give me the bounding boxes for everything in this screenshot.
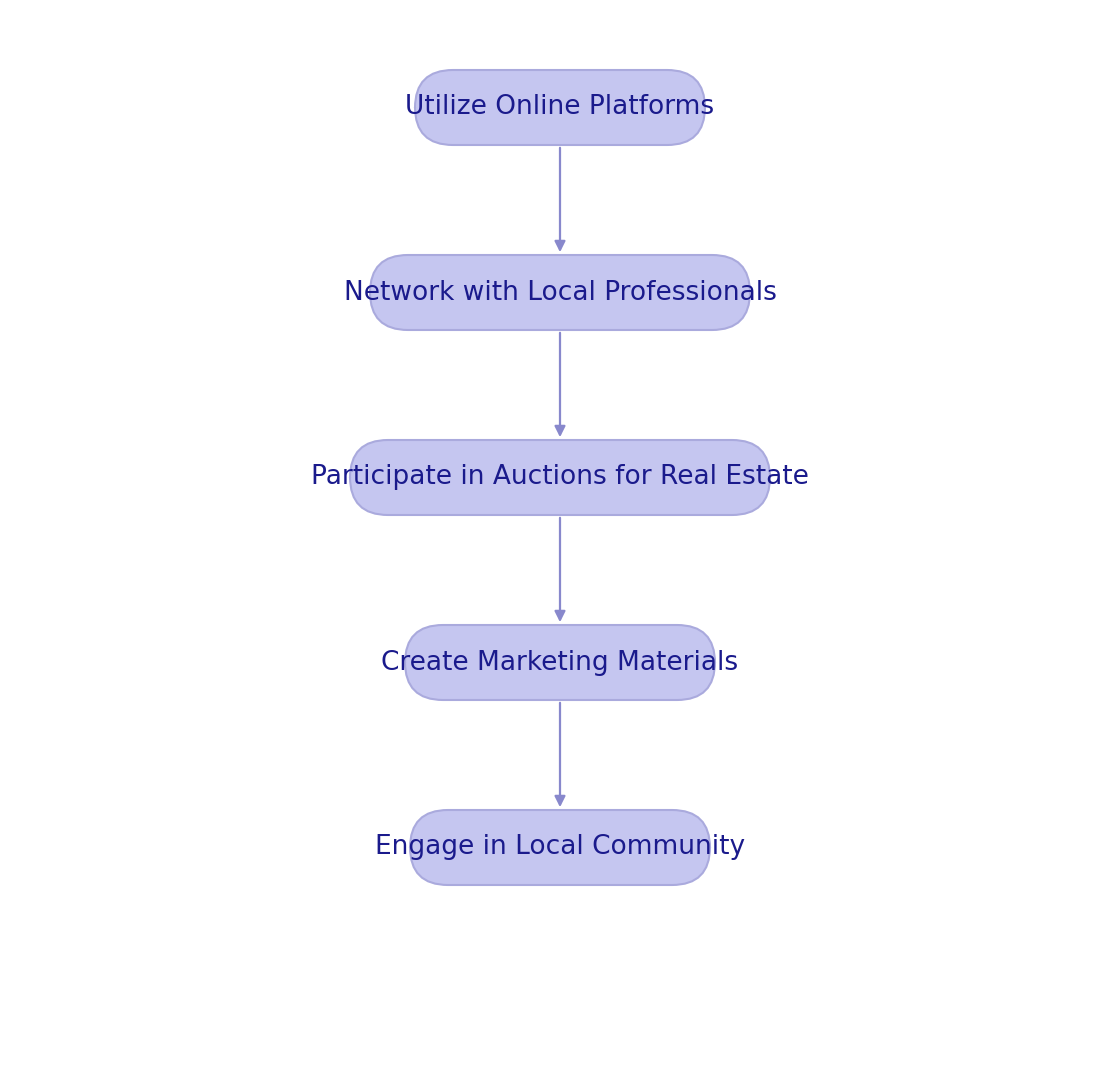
FancyBboxPatch shape <box>416 70 704 145</box>
Text: Engage in Local Community: Engage in Local Community <box>375 835 745 861</box>
FancyBboxPatch shape <box>349 440 771 516</box>
FancyBboxPatch shape <box>370 255 750 330</box>
Text: Create Marketing Materials: Create Marketing Materials <box>382 650 738 676</box>
Text: Utilize Online Platforms: Utilize Online Platforms <box>405 94 715 120</box>
Text: Network with Local Professionals: Network with Local Professionals <box>344 279 776 305</box>
FancyBboxPatch shape <box>410 810 710 885</box>
FancyBboxPatch shape <box>405 625 715 700</box>
Text: Participate in Auctions for Real Estate: Participate in Auctions for Real Estate <box>311 465 809 491</box>
